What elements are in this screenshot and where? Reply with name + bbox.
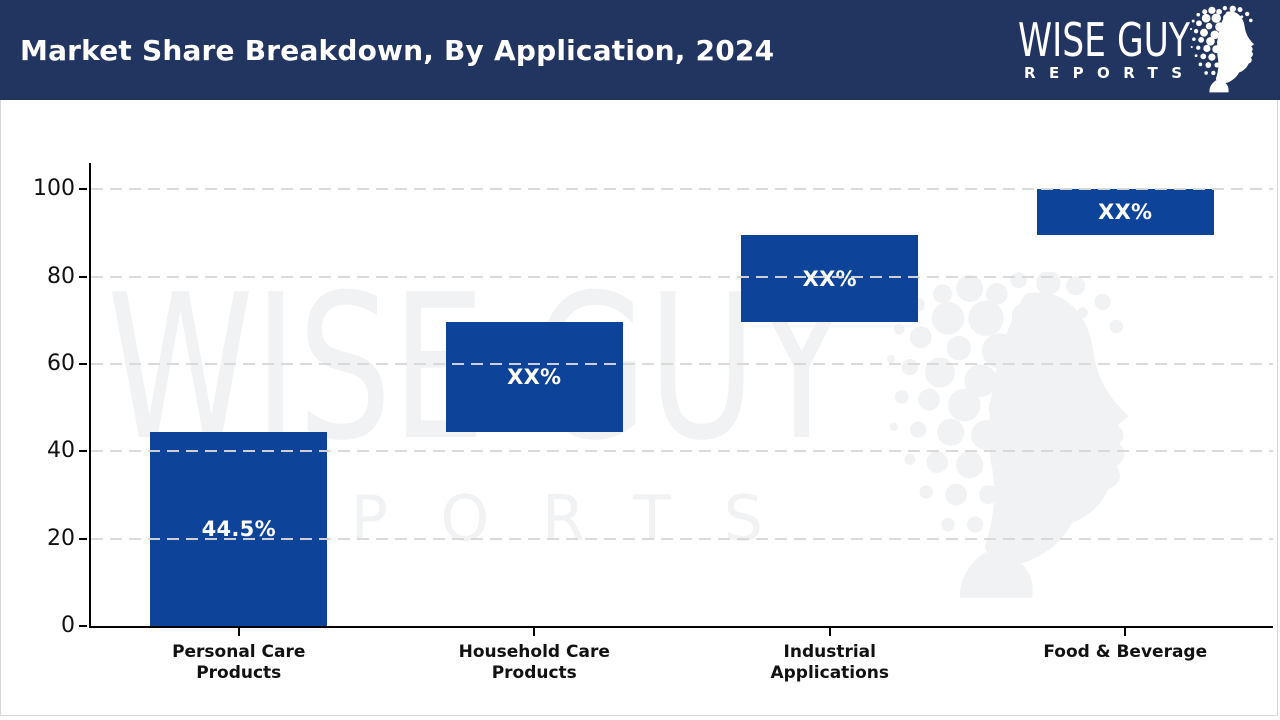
x-axis-tick bbox=[1124, 628, 1127, 636]
y-axis-tick bbox=[79, 188, 87, 191]
y-tick-label: 0 bbox=[61, 613, 75, 638]
y-axis-tick bbox=[79, 625, 87, 627]
x-axis-tick bbox=[237, 628, 240, 636]
page-title: Market Share Breakdown, By Application, … bbox=[20, 33, 775, 67]
x-axis-tick bbox=[828, 628, 831, 636]
x-tick-label: Food & Beverage bbox=[1043, 642, 1208, 662]
gridline bbox=[91, 450, 1273, 453]
y-tick-label: 20 bbox=[47, 525, 75, 551]
gridline bbox=[91, 275, 1273, 278]
y-axis-tick bbox=[79, 275, 87, 278]
x-axis-tick bbox=[533, 628, 536, 636]
logo-head-icon bbox=[1189, 5, 1255, 93]
y-tick-label: 80 bbox=[47, 263, 75, 289]
gridline bbox=[91, 537, 1273, 540]
bar-segment: XX% bbox=[445, 322, 623, 432]
wiseguy-logo: WISE GUY REPORTS bbox=[1018, 4, 1270, 96]
chart-area: WISE GUY REPORTS 02040608010044.5%XX%XX%… bbox=[0, 100, 1278, 716]
y-axis-tick bbox=[79, 362, 87, 365]
bar-value-label: XX% bbox=[507, 365, 562, 390]
y-tick-label: 40 bbox=[47, 438, 75, 464]
bar-value-label: XX% bbox=[802, 266, 857, 291]
gridline bbox=[91, 188, 1273, 191]
logo-wordmark: WISE GUY bbox=[1018, 13, 1191, 67]
plot-area: 0 20 40 60 80 100 44.5% XX% XX% XX% Personal Care … bbox=[33, 163, 1273, 683]
x-tick-label: Personal Care Products bbox=[172, 642, 306, 684]
x-tick-label: Household Care Products bbox=[458, 642, 610, 684]
y-tick-label: 100 bbox=[33, 176, 75, 202]
bar-value-label: XX% bbox=[1098, 200, 1153, 225]
gridline bbox=[91, 362, 1273, 365]
x-tick-label: Industrial Applications bbox=[770, 642, 890, 684]
bar-segment: XX% bbox=[1036, 189, 1214, 236]
y-axis-tick bbox=[79, 450, 87, 453]
y-tick-label: 60 bbox=[47, 350, 75, 376]
y-axis-tick bbox=[79, 537, 87, 540]
header-banner: Market Share Breakdown, By Application, … bbox=[0, 0, 1280, 100]
bar-value-label: 44.5% bbox=[201, 516, 276, 541]
bar-segment: 44.5% bbox=[150, 431, 328, 626]
bar-segment: XX% bbox=[741, 235, 919, 323]
